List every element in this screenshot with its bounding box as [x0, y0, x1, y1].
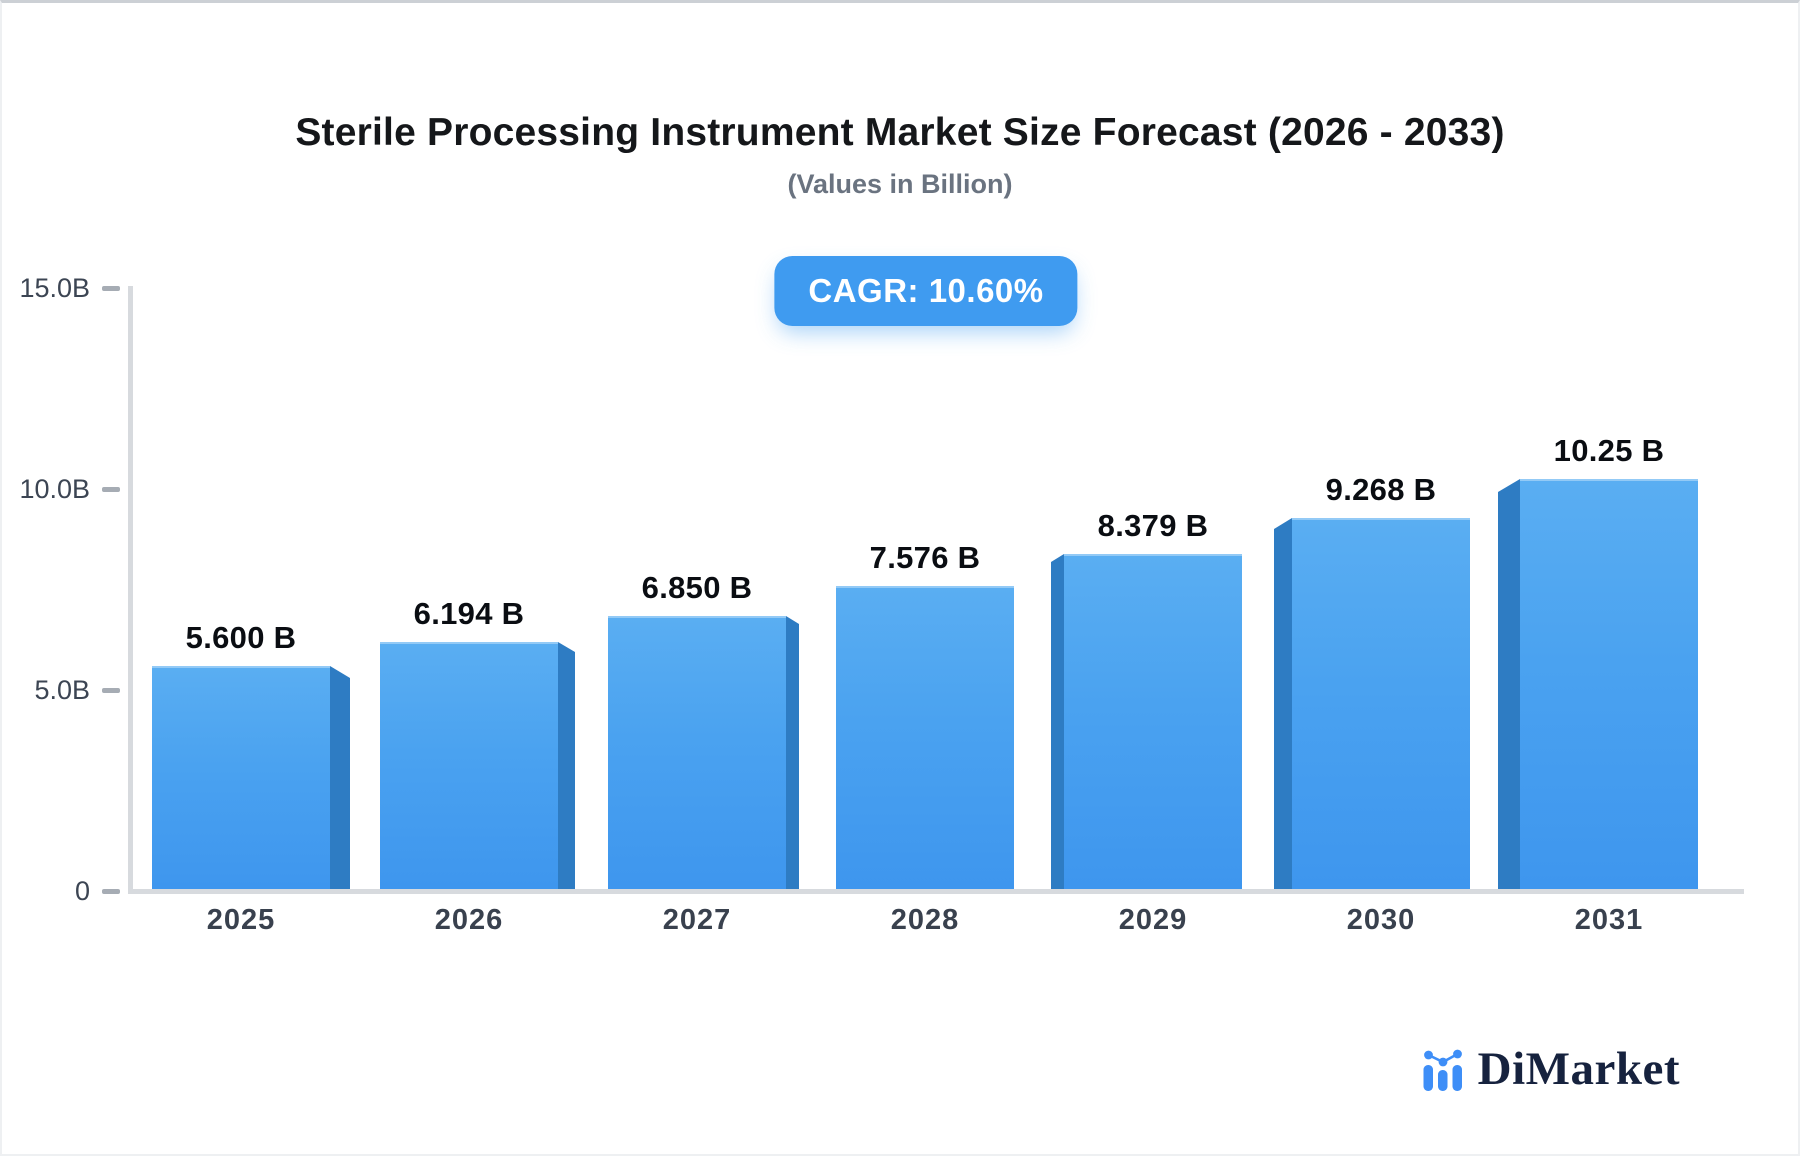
x-axis-label-2025: 2025 — [206, 904, 276, 936]
x-axis-label-2027: 2027 — [662, 904, 732, 936]
bar-side-2030 — [1274, 518, 1292, 889]
y-axis-tick-dash — [102, 286, 120, 291]
bar-side-2027 — [786, 616, 799, 889]
bar-2029 — [1064, 554, 1242, 889]
y-axis-tick-label: 5.0B — [34, 675, 90, 705]
bar-side-2029 — [1051, 554, 1064, 889]
bar-value-label-2028: 7.576 B — [869, 540, 981, 575]
x-axis-label-2031: 2031 — [1574, 904, 1644, 936]
logo-text: DiMarket — [1477, 1043, 1680, 1095]
bar-chart-sparkline-logo-icon — [1423, 1049, 1462, 1091]
bar-chart-plot-area: 0 5.0B 10.0B 15.0B 5.600 B 2025 6.194 B 2026 6.8… — [2, 3, 1798, 1154]
x-axis-label-2026: 2026 — [434, 904, 504, 936]
bar-value-label-2026: 6.194 B — [413, 596, 525, 631]
y-axis-tick-label: 15.0B — [19, 273, 90, 303]
bar-2025 — [152, 666, 330, 889]
bar-side-2025 — [330, 666, 350, 889]
x-axis-label-2029: 2029 — [1118, 904, 1188, 936]
bar-2030 — [1292, 518, 1470, 889]
bar-value-label-2027: 6.850 B — [641, 570, 753, 605]
bar-value-label-2025: 5.600 B — [185, 620, 297, 655]
y-axis-tick-dash — [102, 487, 120, 492]
bar-value-label-2030: 9.268 B — [1325, 472, 1437, 507]
bar-value-label-2029: 8.379 B — [1097, 508, 1209, 543]
bar-2028 — [836, 586, 1014, 889]
y-axis-tick-dash — [102, 889, 120, 894]
x-axis-line — [128, 889, 1744, 894]
dimarket-logo: DiMarket — [1422, 1043, 1680, 1095]
cagr-badge: CAGR: 10.60% — [774, 256, 1078, 326]
x-axis-label-2028: 2028 — [890, 904, 960, 936]
chart-subtitle: (Values in Billion) — [787, 169, 1013, 199]
y-axis-tick-label: 10.0B — [19, 474, 90, 504]
bar-value-label-2031: 10.25 B — [1553, 433, 1665, 468]
y-axis-tick-label: 0 — [74, 876, 90, 906]
bar-2031 — [1520, 479, 1698, 889]
bar-side-2031 — [1498, 479, 1520, 889]
bar-2027 — [608, 616, 786, 889]
bar-side-2026 — [558, 642, 575, 889]
x-axis-label-2030: 2030 — [1346, 904, 1416, 936]
y-axis-tick-dash — [102, 688, 120, 693]
chart-title: Sterile Processing Instrument Market Siz… — [295, 111, 1505, 154]
y-axis-line — [128, 286, 133, 894]
bar-2026 — [380, 642, 558, 889]
